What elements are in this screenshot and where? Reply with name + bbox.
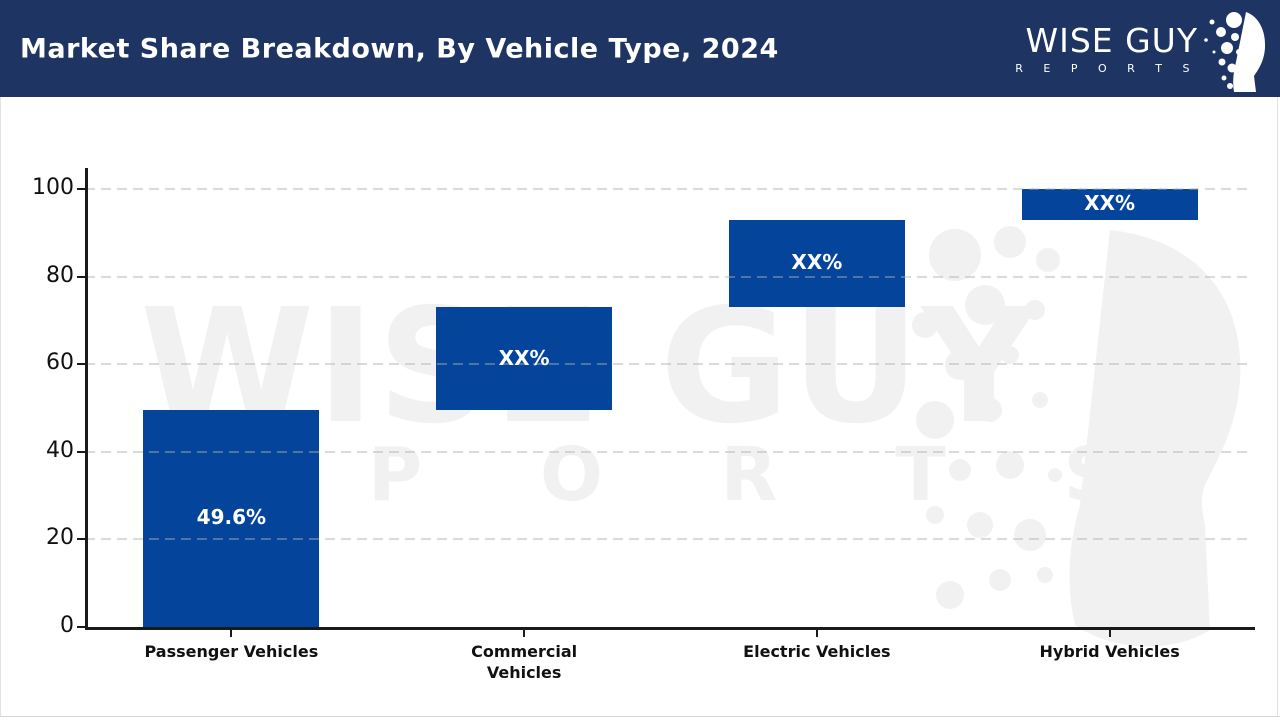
logo-subtitle: R E P O R T S [1015, 61, 1198, 75]
y-tick-label: 0 [60, 613, 74, 638]
frame-border-left [0, 97, 1, 717]
x-category-label-line: Vehicles [486, 663, 562, 682]
x-category-label: Passenger Vehicles [85, 641, 378, 662]
y-tick-label: 20 [46, 525, 74, 551]
y-tick-label: 60 [46, 350, 74, 376]
y-tick [77, 538, 85, 541]
x-category-label: Hybrid Vehicles [963, 641, 1256, 662]
x-category-label-line: Hybrid Vehicles [1039, 642, 1180, 661]
x-tick [523, 630, 526, 637]
y-tick [77, 626, 85, 628]
x-category-label: Commercial Vehicles [378, 641, 671, 683]
brand-logo: WISE GUY R E P O R T S [1006, 8, 1266, 92]
page-title: Market Share Breakdown, By Vehicle Type,… [20, 33, 779, 64]
y-tick [77, 188, 85, 190]
x-category-label-line: Passenger Vehicles [144, 642, 319, 661]
gridline [85, 363, 1253, 366]
gridline [85, 538, 1253, 541]
y-tick-label: 80 [46, 262, 74, 288]
y-tick [77, 450, 85, 453]
chart-area: 0 20 40 60 80 100 49.6% Passenger Vehicles XX% Co… [0, 97, 1280, 716]
x-category-label-line: Commercial [471, 642, 578, 661]
x-tick [230, 630, 233, 637]
bar [436, 307, 613, 410]
bar [143, 409, 320, 627]
gridline [85, 188, 1253, 190]
logo-name: WISE GUY [1025, 21, 1198, 60]
bar [728, 219, 905, 308]
bar-value-label: XX% [498, 345, 550, 370]
y-tick-label: 40 [46, 437, 74, 463]
header-bar: Market Share Breakdown, By Vehicle Type,… [0, 0, 1280, 97]
y-tick [77, 275, 85, 278]
bar-value-label: XX% [791, 250, 843, 275]
bar-value-label: XX% [1084, 191, 1136, 216]
watermark-subtext: P O R T S [368, 432, 1163, 518]
watermark-head-icon [880, 210, 1270, 654]
x-axis-line [85, 627, 1255, 630]
logo-wordmark: WISE GUY R E P O R T S [1015, 21, 1198, 75]
x-category-label-line: Electric Vehicles [743, 642, 891, 661]
gridline [85, 275, 1253, 278]
x-tick [815, 630, 818, 637]
head-profile-icon [1194, 10, 1266, 96]
frame-border-bottom [0, 716, 1280, 717]
x-tick [1108, 630, 1111, 637]
gridline [85, 450, 1253, 453]
y-tick-label: 100 [32, 175, 74, 200]
bar-value-label: 49.6% [196, 505, 267, 530]
frame-border-right [1277, 97, 1278, 717]
bar [1021, 189, 1198, 220]
y-axis-line [85, 168, 88, 629]
x-category-label: Electric Vehicles [671, 641, 964, 662]
y-tick [77, 363, 85, 366]
